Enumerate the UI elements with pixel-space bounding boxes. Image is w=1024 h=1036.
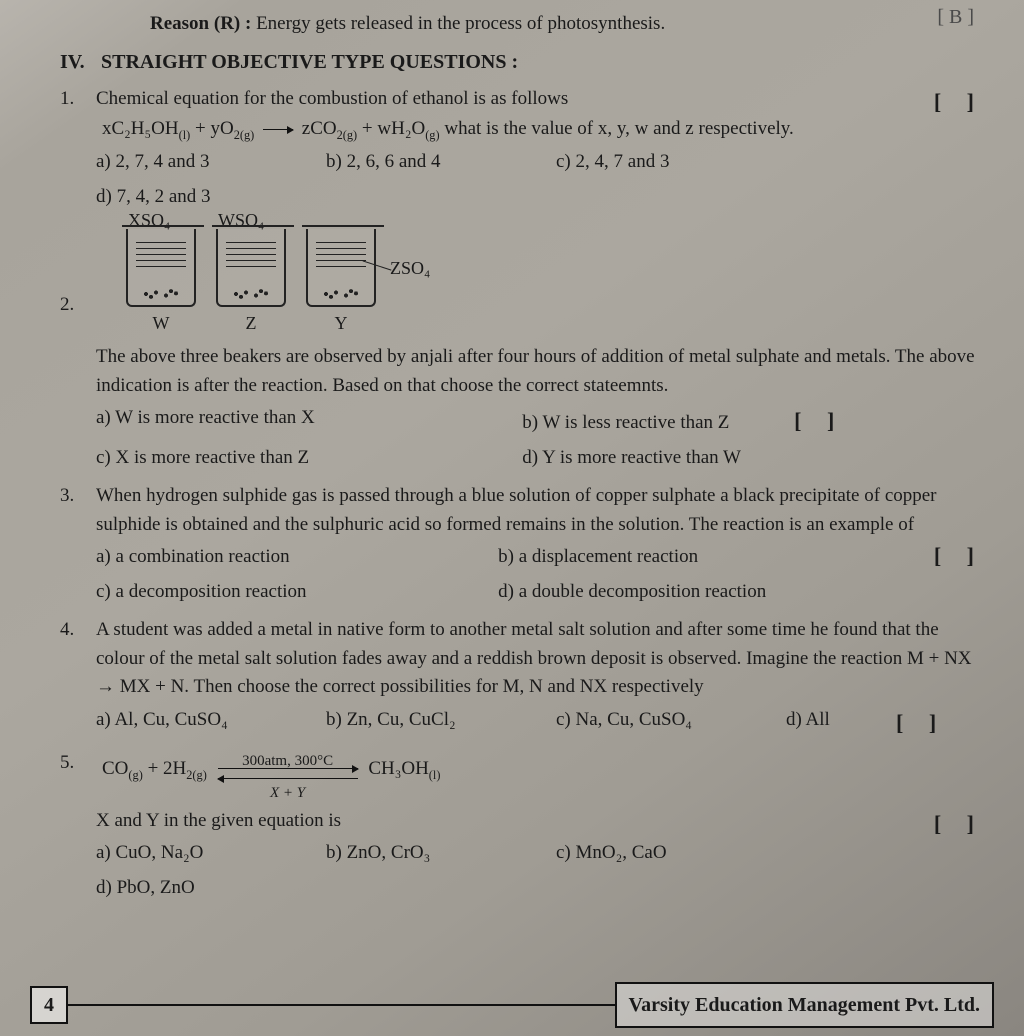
beaker-1: XSO₄ W <box>126 229 196 337</box>
q3-num: 3. <box>60 482 96 612</box>
q2-opt-b: b) W is less reactive than Z [ ] <box>522 404 930 438</box>
section-num: IV. <box>60 47 96 77</box>
q5-sub: (l) <box>429 768 441 782</box>
q5-opt-d: d) PbO, ZnO <box>96 874 316 903</box>
q5-options: a) CuO, Na₂O b) ZnO, CrO₃ c) MnO₂, CaO d… <box>96 839 934 908</box>
q4-opt-c: c) Na, Cu, CuSO₄ <box>556 706 776 740</box>
q4-opt-a: a) Al, Cu, CuSO₄ <box>96 706 316 740</box>
beaker-side-label: ZSO₄ <box>390 255 430 282</box>
q1-eq-sub: 2(g) <box>234 128 255 142</box>
footer-rule <box>68 1004 615 1006</box>
q1-eq-sub: (l) <box>179 128 191 142</box>
question-5: 5. CO(g) + 2H2(g) 300atm, 300°C X + Y CH… <box>60 749 984 908</box>
reason-text: Energy gets released in the process of p… <box>256 13 665 34</box>
reaction-arrow-icon <box>263 129 293 130</box>
q2-opt-d: d) Y is more reactive than W <box>522 444 930 473</box>
top-answer-tag: [ B ] <box>937 2 974 32</box>
q1-num: 1. <box>60 85 96 218</box>
beaker-icon <box>126 229 196 307</box>
question-1: 1. [ ] Chemical equation for the combust… <box>60 85 984 218</box>
beaker-3-bottom-label: Y <box>306 310 376 337</box>
q4-options: a) Al, Cu, CuSO₄ b) Zn, Cu, CuCl₂ c) Na,… <box>96 706 984 746</box>
q2-opt-c: c) X is more reactive than Z <box>96 444 504 473</box>
page-footer: 4 Varsity Education Management Pvt. Ltd. <box>30 982 994 1028</box>
q4-text: A student was added a metal in native fo… <box>96 616 984 702</box>
q3-options: a) a combination reaction b) a displacem… <box>96 543 934 612</box>
q5-num: 5. <box>60 749 96 908</box>
q1-eq-sub: (g) <box>425 128 439 142</box>
q3-opt-c: c) a decomposition reaction <box>96 578 481 607</box>
q5-lhs: CO <box>102 758 128 779</box>
zso4-label: ZSO₄ <box>390 258 430 278</box>
q5-opt-b: b) ZnO, CrO₃ <box>326 839 546 868</box>
q4-answer-bracket: [ ] <box>896 706 946 740</box>
beaker-icon <box>306 229 376 307</box>
q1-eq-part: zCO <box>302 118 337 139</box>
publisher-box: Varsity Education Management Pvt. Ltd. <box>615 982 994 1028</box>
q5-equation: CO(g) + 2H2(g) 300atm, 300°C X + Y CH₃OH… <box>102 755 984 784</box>
q3-opt-d: d) a double decomposition reaction <box>498 578 883 607</box>
q3-text: When hydrogen sulphide gas is passed thr… <box>96 482 984 539</box>
q3-answer-bracket: [ ] <box>934 539 984 572</box>
section-heading: IV. STRAIGHT OBJECTIVE TYPE QUESTIONS : <box>60 47 984 77</box>
reason-label: Reason (R) : <box>150 13 251 34</box>
q1-eq-tail: what is the value of x, y, w and z respe… <box>444 118 793 139</box>
q5-line2: X and Y in the given equation is <box>96 807 984 836</box>
q3-opt-b: b) a displacement reaction <box>498 543 883 572</box>
q1-eq-part: + wH₂O <box>357 118 425 139</box>
q2-answer-bracket: [ ] <box>794 408 844 433</box>
q2-beaker-diagram: XSO₄ W WSO₄ Z Y ZSO₄ <box>126 229 984 337</box>
beaker-3: Y <box>306 229 376 337</box>
section-title-text: STRAIGHT OBJECTIVE TYPE QUESTIONS : <box>101 51 518 73</box>
arrow-below-text: X + Y <box>218 782 358 805</box>
q5-lhs: + 2H <box>143 758 186 779</box>
q1-eq-part: + yO <box>190 118 233 139</box>
beaker-1-bottom-label: W <box>126 310 196 337</box>
q2-options: a) W is more reactive than X b) W is les… <box>96 404 984 478</box>
q1-equation: xC₂H₅OH(l) + yO2(g) zCO2(g) + wH₂O(g) wh… <box>102 115 984 144</box>
q5-answer-bracket: [ ] <box>934 807 984 840</box>
question-3: 3. When hydrogen sulphide gas is passed … <box>60 482 984 612</box>
q1-opt-b: b) 2, 6, 6 and 4 <box>326 148 546 177</box>
q1-eq-sub: 2(g) <box>337 128 358 142</box>
q1-opt-a: a) 2, 7, 4 and 3 <box>96 148 316 177</box>
page-number: 4 <box>30 986 68 1024</box>
q1-text: Chemical equation for the combustion of … <box>96 85 984 114</box>
q4-opt-b: b) Zn, Cu, CuCl₂ <box>326 706 546 740</box>
q2-opt-a: a) W is more reactive than X <box>96 404 504 438</box>
beaker-2-bottom-label: Z <box>216 310 286 337</box>
q4-num: 4. <box>60 616 96 745</box>
question-2: 2. XSO₄ W WSO₄ Z Y ZSO₄ The above three … <box>60 221 984 478</box>
beaker-icon <box>216 229 286 307</box>
q1-eq-part: xC₂H₅OH <box>102 118 179 139</box>
q1-answer-bracket: [ ] <box>934 85 984 118</box>
q2-text: The above three beakers are observed by … <box>96 343 984 400</box>
q5-sub: 2(g) <box>186 768 207 782</box>
q5-opt-c: c) MnO₂, CaO <box>556 839 776 868</box>
q2-num: 2. <box>60 221 96 478</box>
q4-opt-d: d) All <box>786 706 886 740</box>
q5-sub: (g) <box>128 768 142 782</box>
partial-reason-line: Reason (R) : Energy gets released in the… <box>150 10 984 39</box>
arrow-above-text: 300atm, 300°C <box>218 750 358 773</box>
q1-opt-c: c) 2, 4, 7 and 3 <box>556 148 776 177</box>
q5-rhs: CH₃OH <box>368 758 428 779</box>
beaker-2: WSO₄ Z <box>216 229 286 337</box>
q3-opt-a: a) a combination reaction <box>96 543 481 572</box>
q5-opt-a: a) CuO, Na₂O <box>96 839 316 868</box>
question-4: 4. A student was added a metal in native… <box>60 616 984 745</box>
